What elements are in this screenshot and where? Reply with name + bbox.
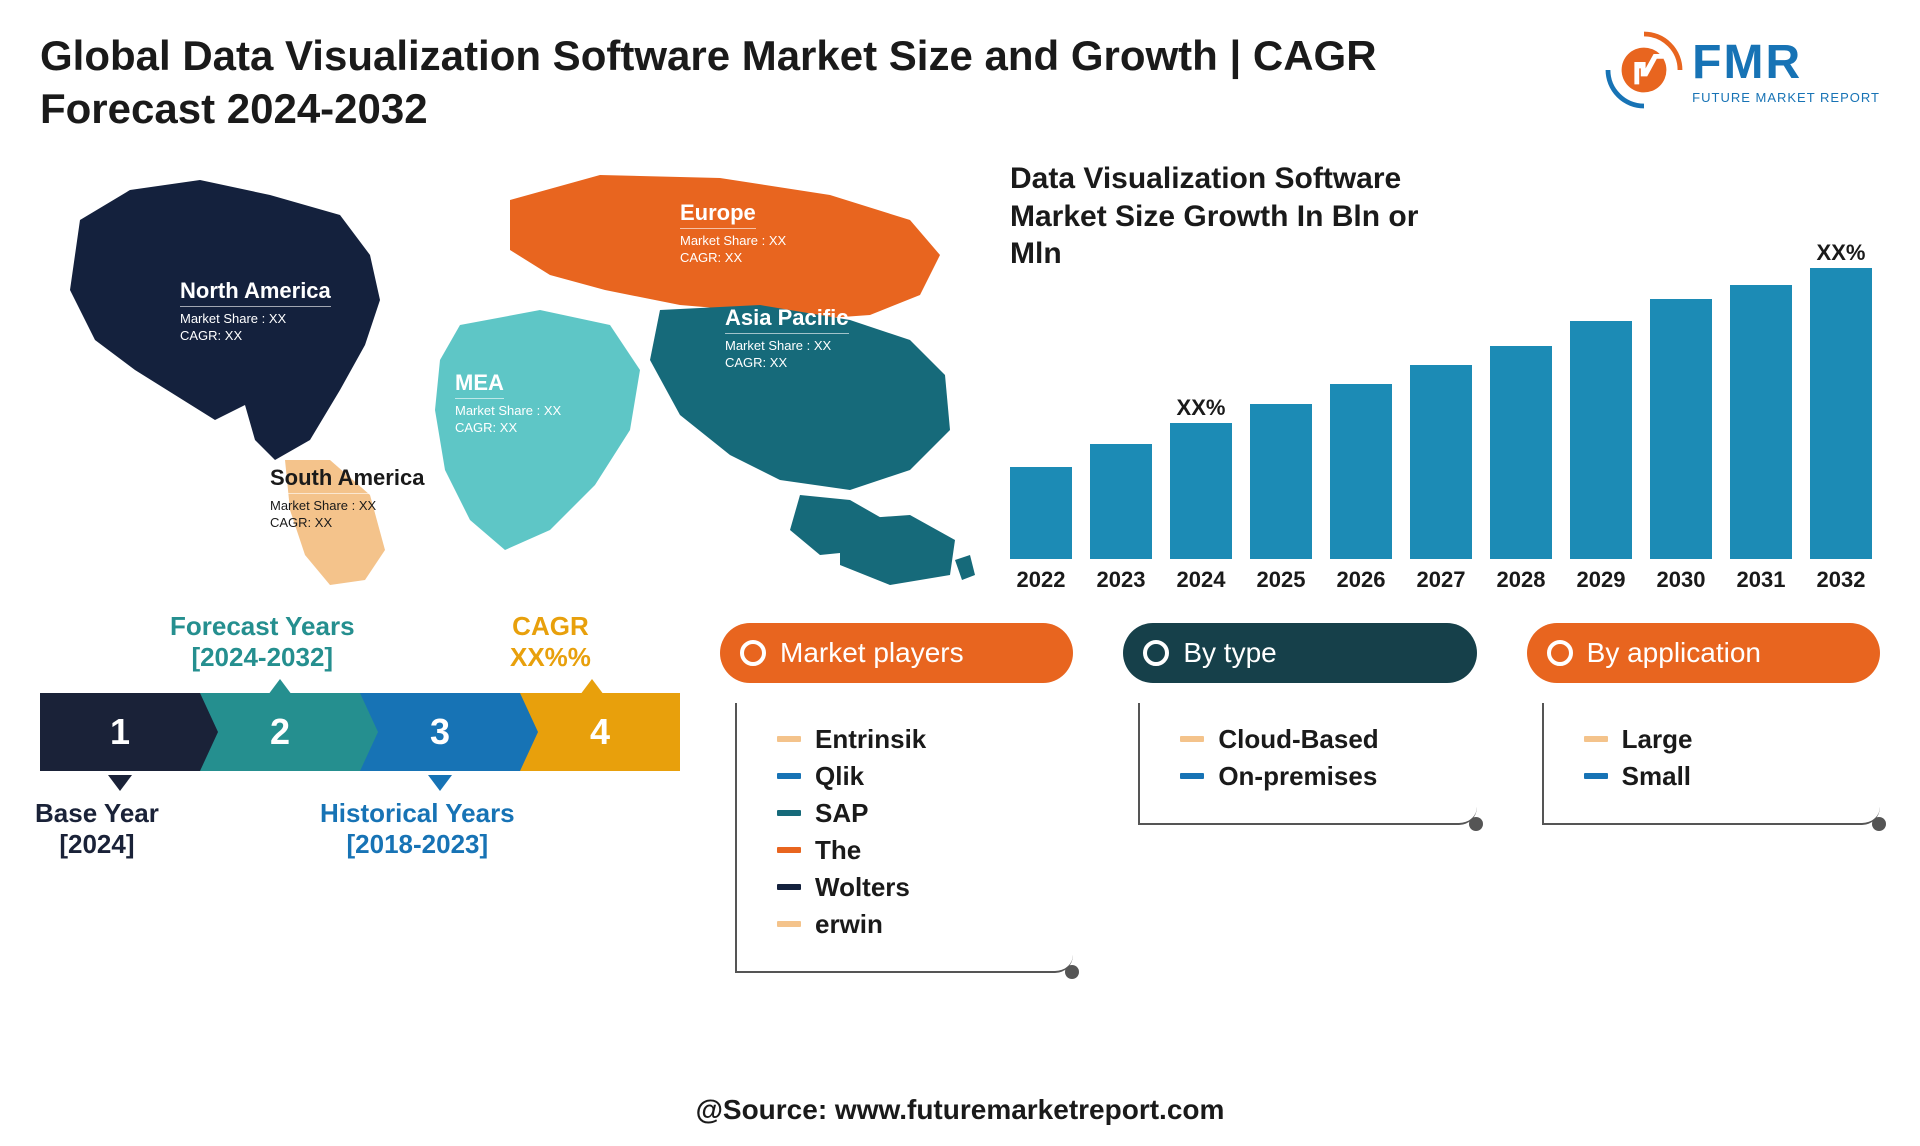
panel-heading: Market players (720, 623, 1073, 683)
timeline-seg-3: 3 (360, 693, 520, 771)
bar-2031: 2031 (1730, 285, 1792, 593)
timeline-seg-4: 4 (520, 693, 680, 771)
bar-2029: 2029 (1570, 321, 1632, 592)
list-item: Entrinsik (777, 724, 1063, 755)
base-year-label: Base Year [2024] (35, 798, 159, 860)
bar-2032: XX%2032 (1810, 268, 1872, 592)
world-map: North AmericaMarket Share : XXCAGR: XX So… (40, 160, 990, 590)
source-text: @Source: www.futuremarketreport.com (696, 1094, 1225, 1126)
region-label-mea: MEAMarket Share : XXCAGR: XX (455, 370, 561, 437)
list-item: The (777, 835, 1063, 866)
panel-2: By application Large Small (1527, 623, 1880, 973)
list-item: Cloud-Based (1180, 724, 1466, 755)
chart-title: Data Visualization Software Market Size … (1010, 160, 1460, 273)
logo-text-sub: FUTURE MARKET REPORT (1692, 90, 1880, 105)
list-item: Small (1584, 761, 1870, 792)
panel-0: Market players Entrinsik Qlik SAP The Wolters… (720, 623, 1073, 973)
bar-2026: 2026 (1330, 384, 1392, 592)
logo-text-main: FMR (1692, 35, 1880, 90)
panel-1: By type Cloud-Based On-premises (1123, 623, 1476, 973)
panel-heading: By application (1527, 623, 1880, 683)
bar-2024: XX%2024 (1170, 423, 1232, 592)
forecast-label: Forecast Years [2024-2032] (170, 611, 355, 673)
list-item: Qlik (777, 761, 1063, 792)
historical-label: Historical Years [2018-2023] (320, 798, 515, 860)
arrow-down-icon (108, 775, 132, 791)
logo: FMR FUTURE MARKET REPORT (1604, 30, 1880, 110)
list-item: Wolters (777, 872, 1063, 903)
bar-2028: 2028 (1490, 346, 1552, 593)
list-item: SAP (777, 798, 1063, 829)
region-label-ap: Asia PacificMarket Share : XXCAGR: XX (725, 305, 849, 372)
fmr-logo-icon (1604, 30, 1684, 110)
bar-chart: Data Visualization Software Market Size … (1010, 160, 1880, 593)
bar-2030: 2030 (1650, 299, 1712, 592)
timeline-seg-2: 2 (200, 693, 360, 771)
list-item: On-premises (1180, 761, 1466, 792)
region-label-sa: South AmericaMarket Share : XXCAGR: XX (270, 465, 424, 532)
bar-2022: 2022 (1010, 467, 1072, 593)
bar-2023: 2023 (1090, 444, 1152, 592)
bar-2025: 2025 (1250, 404, 1312, 593)
timeline: Forecast Years [2024-2032] CAGR XX%% 123… (40, 623, 680, 973)
panel-heading: By type (1123, 623, 1476, 683)
bar-2027: 2027 (1410, 365, 1472, 593)
page-title: Global Data Visualization Software Marke… (40, 30, 1390, 135)
cagr-label: CAGR XX%% (510, 611, 591, 673)
timeline-seg-1: 1 (40, 693, 200, 771)
region-label-eu: EuropeMarket Share : XXCAGR: XX (680, 200, 786, 267)
list-item: Large (1584, 724, 1870, 755)
arrow-down-icon (428, 775, 452, 791)
list-item: erwin (777, 909, 1063, 940)
region-label-na: North AmericaMarket Share : XXCAGR: XX (180, 278, 331, 345)
